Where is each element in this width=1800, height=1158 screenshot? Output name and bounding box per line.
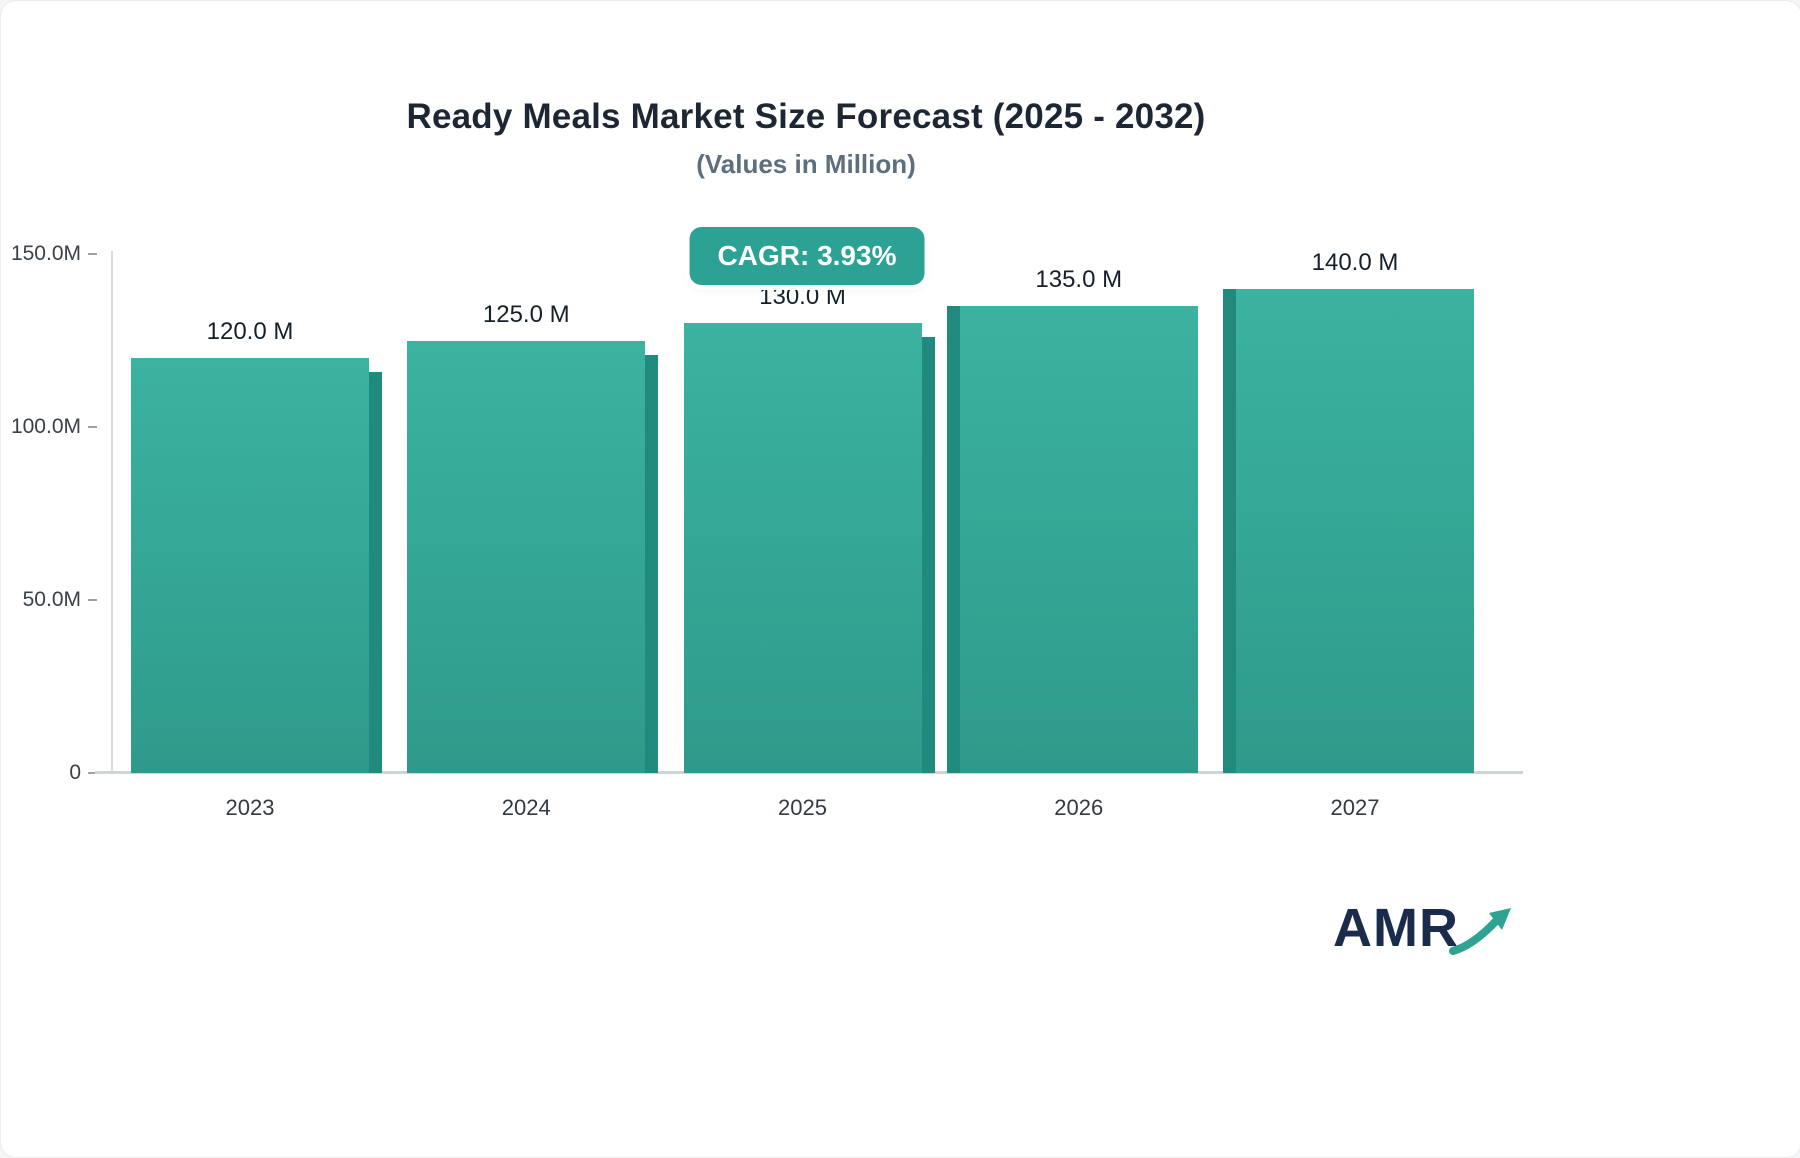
bar-side-face — [1223, 288, 1236, 773]
y-axis-ticks: 150.0M 100.0M 50.0M 0 — [1, 242, 97, 784]
plot-area: 120.0 M 2023 125.0 M 2024 130.0 M 2025 135.0 M… — [113, 249, 1519, 820]
chart-subtitle: (Values in Million) — [696, 149, 916, 179]
bar-value-label: 140.0 M — [1311, 248, 1399, 276]
bar-side-face — [369, 371, 382, 773]
bar-group: 125.0 M 2024 — [407, 254, 659, 820]
x-axis-label: 2023 — [225, 795, 275, 820]
y-tick-row: 50.0M — [1, 588, 97, 612]
bar — [946, 305, 1198, 773]
y-tick-label: 50.0M — [22, 588, 81, 611]
bar-value-label: 120.0 M — [206, 317, 294, 345]
y-tick-mark — [88, 253, 97, 255]
y-tick-row: 150.0M — [1, 242, 97, 266]
bar-value-label: 130.0 M — [759, 283, 846, 311]
cagr-badge: CAGR: 3.93% — [689, 227, 925, 285]
bar-group: 135.0 M 2026 — [946, 254, 1198, 820]
x-axis-label: 2026 — [1054, 795, 1104, 820]
y-tick-label: 0 — [69, 761, 81, 784]
logo-text: AMR — [1333, 898, 1459, 958]
y-tick-label: 100.0M — [10, 415, 81, 438]
y-tick-row: 0 — [1, 761, 97, 785]
y-tick-mark — [88, 599, 97, 601]
chart-title: Ready Meals Market Size Forecast (2025 -… — [406, 97, 1206, 136]
bar — [683, 323, 935, 773]
bar-group: 130.0 M 2025 — [683, 254, 935, 820]
x-axis-label: 2025 — [778, 795, 827, 820]
y-tick-row: 100.0M — [1, 415, 97, 439]
x-axis-label: 2027 — [1330, 795, 1380, 820]
y-tick-mark — [88, 772, 97, 774]
y-tick-mark — [88, 426, 97, 428]
bar-side-face — [921, 337, 935, 773]
bar-value-label: 135.0 M — [1035, 265, 1123, 293]
bar — [131, 357, 382, 773]
bar-side-face — [946, 305, 960, 773]
bar — [407, 340, 659, 773]
bar — [1223, 288, 1474, 773]
brand-logo: AMR — [1333, 897, 1515, 959]
growth-arrow-icon — [1448, 908, 1511, 955]
y-tick-label: 150.0M — [10, 242, 81, 265]
bar-group: 140.0 M 2027 — [1223, 249, 1474, 820]
bar-side-face — [645, 354, 659, 773]
y-axis-line — [111, 251, 113, 773]
bar-group: 120.0 M 2023 — [131, 254, 382, 820]
bar-value-label: 125.0 M — [482, 300, 570, 328]
x-axis-label: 2024 — [501, 795, 551, 820]
